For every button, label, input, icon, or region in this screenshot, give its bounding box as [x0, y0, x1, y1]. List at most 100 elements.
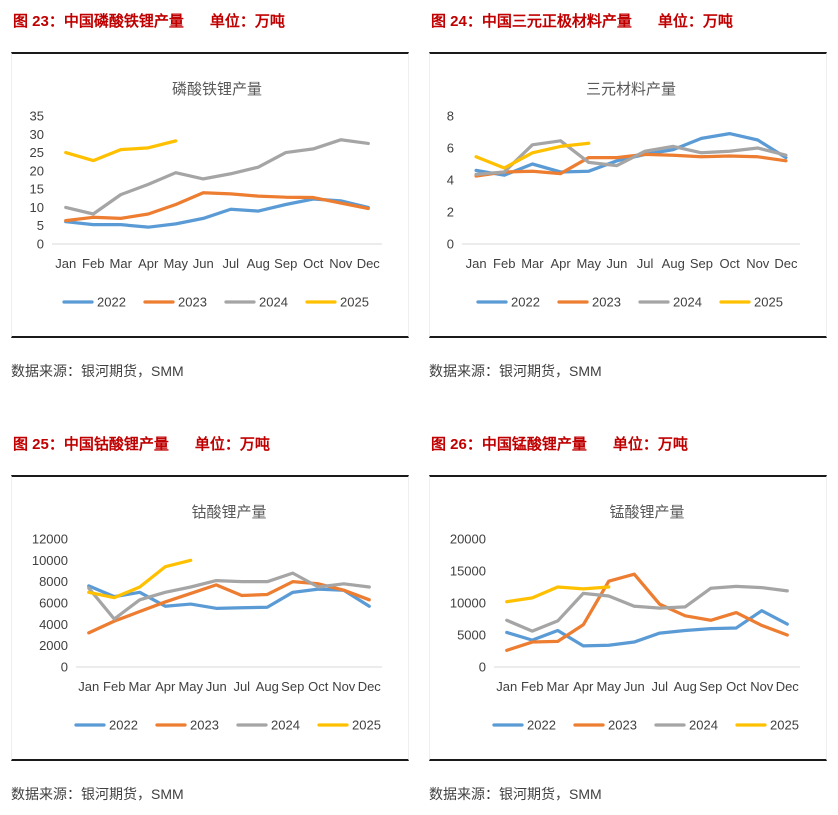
x-tick-label: Aug: [674, 679, 697, 694]
x-tick-label: Dec: [776, 679, 800, 694]
lco-production-chart: 钴酸锂产量 0 2000 4000 6000 8000 10000 12000 Jan Feb Ma…: [32, 504, 382, 733]
y-tick-label: 0: [447, 237, 454, 252]
y-tick-label: 2000: [39, 638, 68, 653]
data-source: 数据来源：银河期货，SMM: [429, 786, 602, 802]
series-line-2024: [64, 138, 370, 216]
x-tick-label: Mar: [129, 679, 152, 694]
data-source: 数据来源：银河期货，SMM: [11, 786, 184, 802]
legend-label-2025: 2025: [770, 718, 799, 733]
legend-label-2022: 2022: [527, 718, 556, 733]
ternary-production-chart: 三元材料产量 0 2 4 6 8 Jan Feb Mar Apr May Jun Jul Aug Sep Oc…: [447, 81, 800, 310]
y-tick-label: 25: [30, 145, 44, 160]
data-source: 数据来源：银河期货，SMM: [11, 363, 184, 379]
legend-label-2023: 2023: [608, 718, 637, 733]
y-tick-label: 0: [479, 660, 486, 675]
legend-label-2025: 2025: [352, 718, 381, 733]
series-line-2023: [505, 572, 789, 652]
y-tick-label: 4: [447, 173, 454, 188]
figure-24-caption: 图 24：中国三元正极材料产量 单位：万吨: [431, 12, 827, 31]
x-tick-label: Dec: [357, 256, 381, 271]
x-tick-label: Mar: [110, 256, 133, 271]
x-tick-label: Jan: [55, 256, 76, 271]
x-tick-label: Apr: [155, 679, 176, 694]
legend-item-2022: 2022: [62, 295, 126, 310]
legend-label-2022: 2022: [109, 718, 138, 733]
legend-item-2024: 2024: [236, 718, 300, 733]
legend-item-2024: 2024: [224, 295, 288, 310]
x-tick-label: Oct: [303, 256, 324, 271]
chart-panel: 钴酸锂产量 0 2000 4000 6000 8000 10000 12000 Jan Feb Ma…: [11, 475, 409, 761]
data-source: 数据来源：银河期货，SMM: [429, 363, 602, 379]
x-tick-label: Jan: [466, 256, 487, 271]
x-tick-label: May: [576, 256, 601, 271]
figure-23-cell: 图 23：中国磷酸铁锂产量 单位：万吨 磷酸铁锂产量 0 5 10 15 20 25 30 35 J…: [11, 0, 409, 423]
y-tick-label: 0: [37, 237, 44, 252]
legend-item-2025: 2025: [719, 295, 783, 310]
x-tick-label: Feb: [493, 256, 515, 271]
x-tick-label: Apr: [550, 256, 571, 271]
figure-26-caption: 图 26：中国锰酸锂产量 单位：万吨: [431, 435, 827, 454]
legend-item-2023: 2023: [155, 718, 219, 733]
y-tick-label: 0: [61, 660, 68, 675]
x-tick-label: Jun: [193, 256, 214, 271]
y-tick-label: 5: [37, 218, 44, 233]
x-tick-label: Jul: [233, 679, 250, 694]
x-tick-label: Apr: [573, 679, 594, 694]
series-line-2022: [505, 609, 789, 648]
legend-item-2023: 2023: [573, 718, 637, 733]
figure-unit: 单位：万吨: [194, 436, 270, 453]
y-tick-label: 8000: [39, 574, 68, 589]
chart-title: 锰酸锂产量: [609, 504, 684, 521]
figure-unit: 单位：万吨: [209, 13, 285, 30]
x-tick-label: Feb: [82, 256, 104, 271]
figure-caption-text: 图 25：中国钴酸锂产量: [13, 436, 169, 453]
x-tick-label: Oct: [308, 679, 329, 694]
legend-item-2025: 2025: [317, 718, 381, 733]
x-tick-label: Sep: [690, 256, 713, 271]
y-tick-label: 15: [30, 182, 44, 197]
y-tick-label: 6: [447, 141, 454, 156]
figure-26-cell: 图 26：中国锰酸锂产量 单位：万吨 锰酸锂产量 0 5000 10000 15000 20…: [429, 423, 827, 815]
x-tick-label: May: [596, 679, 621, 694]
y-tick-label: 4000: [39, 617, 68, 632]
x-tick-label: May: [163, 256, 188, 271]
figure-25-cell: 图 25：中国钴酸锂产量 单位：万吨 钴酸锂产量 0 2000 4000 6000 8000…: [11, 423, 409, 815]
legend-label-2025: 2025: [340, 295, 369, 310]
legend-item-2024: 2024: [638, 295, 702, 310]
series-line-2025: [505, 585, 611, 604]
legend-label-2025: 2025: [754, 295, 783, 310]
x-tick-label: Jul: [222, 256, 239, 271]
x-tick-label: Aug: [662, 256, 685, 271]
series-line-2025: [87, 558, 193, 600]
x-tick-label: Jun: [606, 256, 627, 271]
x-tick-label: Jan: [496, 679, 517, 694]
x-tick-label: Aug: [247, 256, 270, 271]
figure-unit: 单位：万吨: [657, 13, 733, 30]
x-tick-label: Sep: [281, 679, 304, 694]
chart-panel: 锰酸锂产量 0 5000 10000 15000 20000 Jan Feb Mar Apr May…: [429, 475, 827, 761]
legend-label-2024: 2024: [689, 718, 718, 733]
y-tick-label: 20: [30, 163, 44, 178]
x-tick-label: Dec: [358, 679, 382, 694]
x-tick-label: Jun: [624, 679, 645, 694]
x-tick-label: Nov: [750, 679, 774, 694]
figure-24-cell: 图 24：中国三元正极材料产量 单位：万吨 三元材料产量 0 2 4 6 8 Jan Feb Ma…: [429, 0, 827, 423]
y-tick-label: 35: [30, 109, 44, 124]
chart-panel: 磷酸铁锂产量 0 5 10 15 20 25 30 35 Jan Feb Mar Apr May Jun Ju…: [11, 52, 409, 338]
legend-label-2024: 2024: [259, 295, 288, 310]
figure-caption-text: 图 26：中国锰酸锂产量: [431, 436, 587, 453]
legend-item-2024: 2024: [654, 718, 718, 733]
y-tick-label: 10000: [450, 596, 486, 611]
series-line-2025: [474, 141, 591, 170]
series-line-2024: [474, 139, 788, 177]
legend-item-2025: 2025: [305, 295, 369, 310]
x-tick-label: Nov: [329, 256, 353, 271]
y-tick-label: 6000: [39, 596, 68, 611]
series-line-2023: [474, 152, 788, 178]
x-tick-label: Feb: [521, 679, 543, 694]
series-line-2024: [87, 571, 371, 621]
y-tick-label: 15000: [450, 564, 486, 579]
y-tick-label: 12000: [32, 532, 68, 547]
series-line-2023: [64, 191, 370, 223]
chart-panel: 三元材料产量 0 2 4 6 8 Jan Feb Mar Apr May Jun Jul Aug Sep Oc…: [429, 52, 827, 338]
